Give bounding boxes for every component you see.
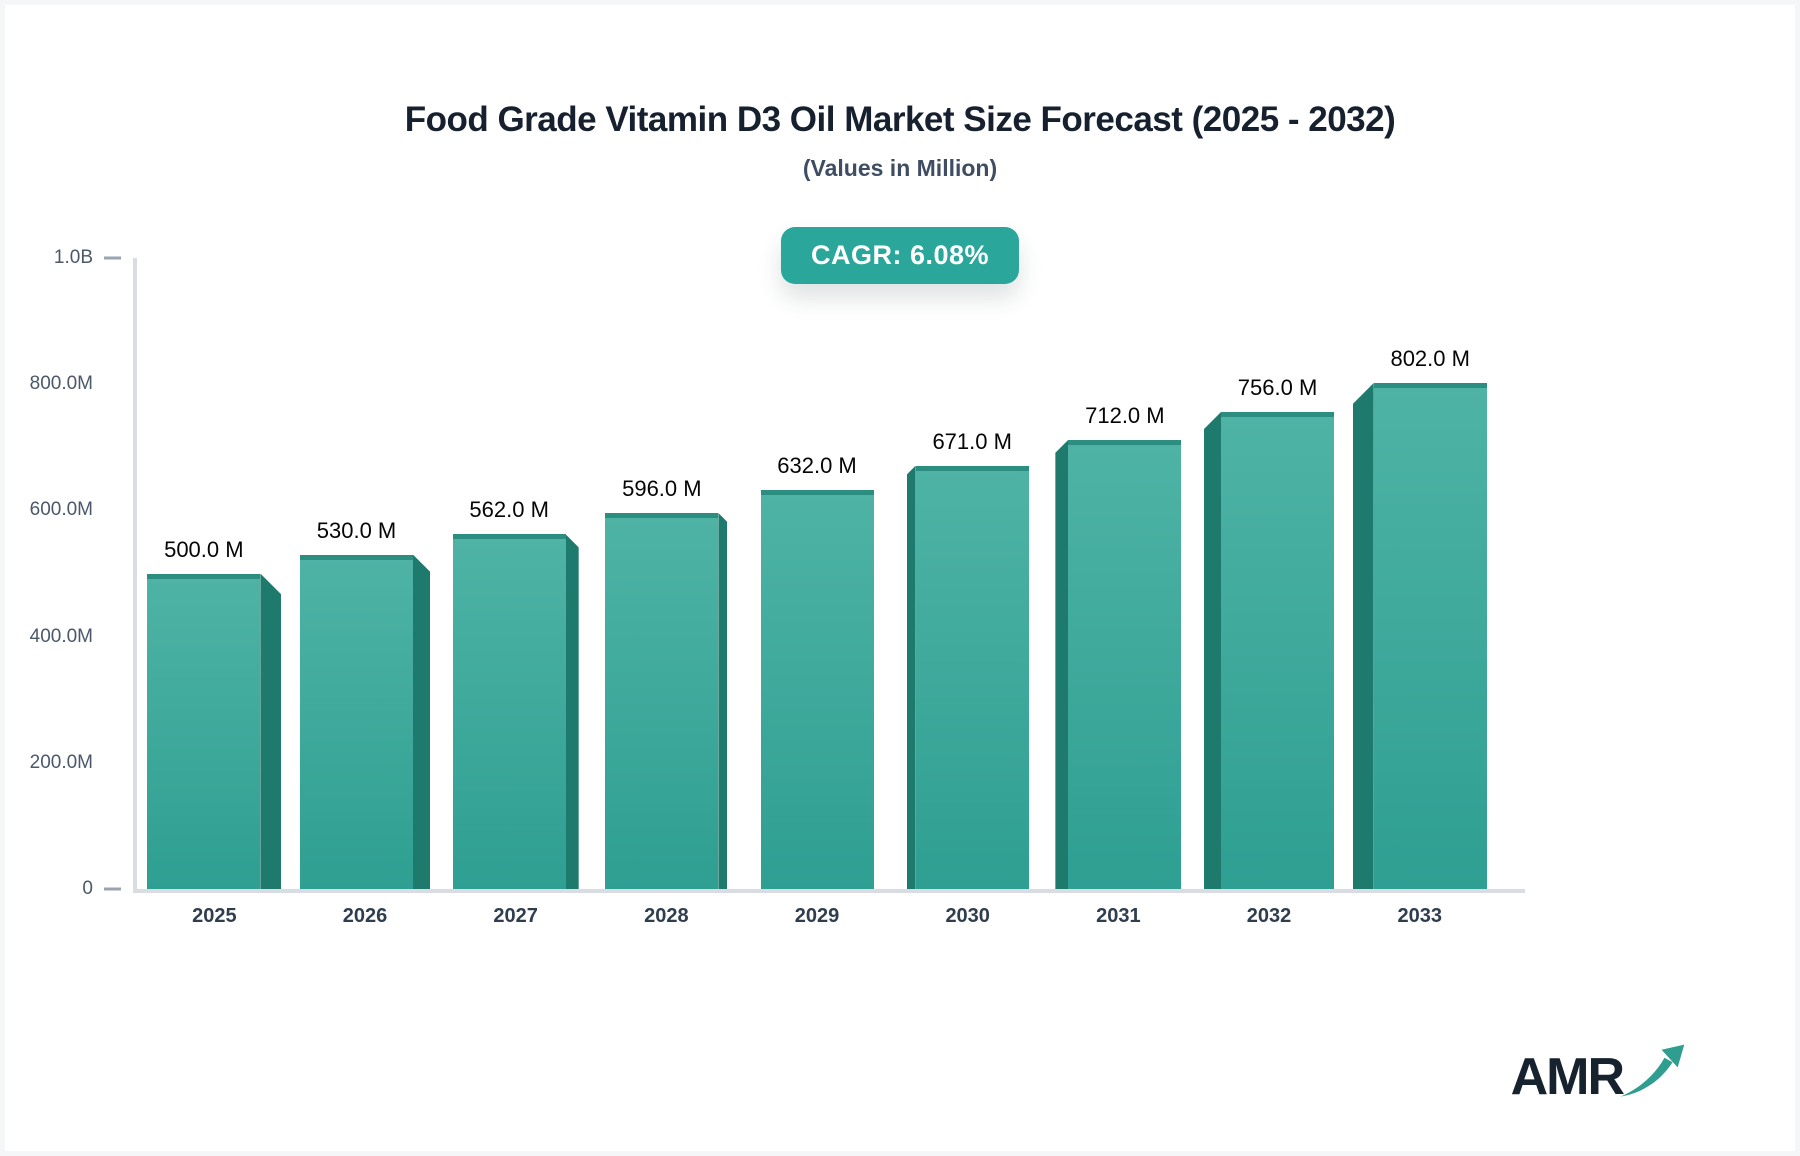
bar-group-2033: 802.0 M 2033 (1344, 258, 1495, 927)
bar-front-face (300, 554, 413, 889)
bar-2033[interactable]: 802.0 M (1352, 346, 1487, 889)
bar-2030[interactable]: 671.0 M (906, 429, 1029, 889)
bar-side-face (718, 512, 728, 889)
bar-group-2025: 500.0 M 2025 (139, 258, 290, 927)
y-tick-label: 0 (82, 878, 93, 899)
bar-value-label: 756.0 M (1237, 374, 1318, 400)
bar-side-face (413, 554, 430, 889)
bar-group-2026: 530.0 M 2026 (290, 258, 441, 927)
y-axis-line (133, 258, 137, 893)
y-axis: 1.0B 800.0M 600.0M 400.0M 200.0M 0 (5, 247, 133, 899)
y-tick-label: 200.0M (29, 751, 93, 773)
y-tick-dash (104, 887, 121, 891)
bar-front-face (605, 512, 719, 889)
bar-group-2030: 671.0 M 2030 (892, 258, 1043, 927)
bar-value-label: 712.0 M (1085, 402, 1165, 428)
bar-2029[interactable]: 632.0 M (760, 453, 874, 889)
bar-front-face (1068, 439, 1182, 889)
bar-2027[interactable]: 562.0 M (452, 497, 579, 889)
amr-logo-text: AMR (1510, 1048, 1625, 1106)
bar-front-face (1221, 411, 1335, 889)
bar-value-label: 596.0 M (622, 475, 702, 501)
y-tick-label: 800.0M (29, 373, 93, 395)
bar-side-face (906, 465, 916, 889)
bar-side-face (565, 534, 579, 889)
bar-value-label: 802.0 M (1390, 345, 1470, 371)
bar-value-label: 671.0 M (932, 428, 1012, 454)
y-tick-label: 600.0M (29, 499, 93, 521)
x-axis-label: 2028 (644, 905, 689, 927)
amr-logo: AMR (1511, 1041, 1685, 1103)
bar-group-2028: 596.0 M 2028 (591, 258, 742, 927)
bar-2025[interactable]: 500.0 M (147, 537, 282, 889)
bar-2028[interactable]: 596.0 M (605, 476, 728, 889)
x-axis-line (133, 889, 1525, 893)
chart-title: Food Grade Vitamin D3 Oil Market Size Fo… (404, 100, 1396, 139)
x-axis-label: 2032 (1246, 905, 1292, 927)
bar-side-face (1352, 382, 1374, 889)
x-axis-label: 2026 (342, 905, 388, 927)
y-tick-label: 1.0B (53, 247, 93, 268)
bar-value-label: 632.0 M (777, 453, 857, 479)
bar-group-2027: 562.0 M 2027 (440, 258, 591, 927)
bar-front-face (452, 534, 566, 889)
x-axis-label: 2033 (1397, 905, 1442, 927)
bar-value-label: 530.0 M (316, 517, 397, 543)
x-axis-label: 2025 (192, 905, 237, 927)
bar-value-label: 562.0 M (469, 497, 549, 523)
bar-front-face (915, 465, 1029, 889)
bars-row: 500.0 M 2025 530.0 M 2026 562.0 M 2027 596.0 M… (137, 258, 1525, 927)
bar-side-face (1204, 411, 1222, 889)
bar-side-face (260, 573, 282, 889)
y-tick-dash (104, 256, 121, 260)
cagr-badge: CAGR: 6.08% (780, 227, 1020, 284)
bar-2032[interactable]: 756.0 M (1204, 375, 1335, 889)
bar-side-face (1055, 439, 1069, 889)
bar-value-label: 500.0 M (164, 536, 244, 562)
bar-group-2029: 632.0 M 2029 (742, 258, 893, 927)
bar-front-face (1373, 382, 1487, 889)
chart-subtitle: (Values in Million) (802, 155, 998, 181)
x-axis-label: 2031 (1096, 905, 1141, 927)
x-axis-label: 2027 (493, 905, 538, 927)
bar-front-face (147, 573, 261, 889)
x-axis-label: 2029 (794, 905, 840, 927)
growth-arrow-icon (1620, 1044, 1685, 1097)
plot-area: 500.0 M 2025 530.0 M 2026 562.0 M 2027 596.0 M… (133, 258, 1525, 927)
bar-2026[interactable]: 530.0 M (300, 518, 430, 889)
x-axis-label: 2030 (945, 905, 990, 927)
bar-group-2031: 712.0 M 2031 (1043, 258, 1194, 927)
y-tick-label: 400.0M (29, 625, 93, 647)
bar-group-2032: 756.0 M 2032 (1194, 258, 1345, 927)
bar-front-face (760, 490, 874, 889)
chart-card: Food Grade Vitamin D3 Oil Market Size Fo… (5, 5, 1795, 1151)
bar-2031[interactable]: 712.0 M (1055, 403, 1182, 889)
